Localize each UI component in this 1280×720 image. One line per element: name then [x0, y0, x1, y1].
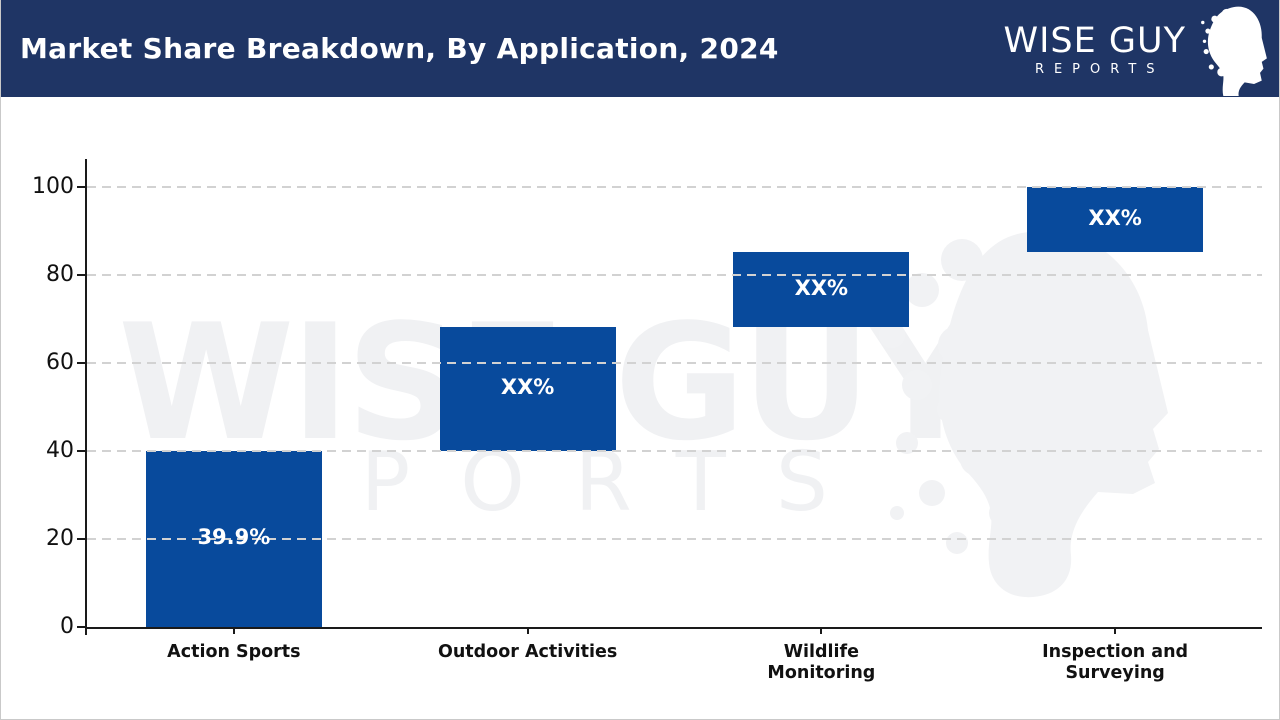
y-tick-40: [77, 450, 85, 452]
gridline-20: [87, 538, 1262, 540]
category-label-action-sports: Action Sports: [167, 642, 301, 662]
bar-value-label: 39.9%: [197, 525, 271, 550]
chart-canvas: WISE GUY REPORTS 0 20 40 60 80 100 39.9% XX% XX%…: [0, 97, 1280, 720]
x-tick-1: [526, 627, 529, 634]
y-axis-line: [85, 159, 87, 635]
bar-outdoor-activities: [439, 326, 616, 452]
y-tick-60: [77, 362, 85, 364]
page-title: Market Share Breakdown, By Application, …: [20, 32, 779, 65]
category-label-inspection-and-surveying: Inspection and Surveying: [1042, 642, 1189, 683]
header-bar: Market Share Breakdown, By Application, …: [0, 0, 1280, 97]
x-tick-2: [820, 627, 823, 634]
logo-head-icon: [1201, 6, 1267, 96]
x-axis-line: [85, 627, 1262, 629]
x-tick-3: [1114, 627, 1117, 634]
bar-inspection-and-surveying: [1027, 187, 1204, 253]
y-tick-20: [77, 538, 85, 540]
y-tick-label-0: 0: [60, 614, 74, 639]
watermark-head-dots-icon: [879, 231, 1168, 598]
category-label-wildlife-monitoring: Wildlife Monitoring: [767, 642, 876, 683]
bar-wildlife-monitoring: [733, 252, 910, 327]
x-tick-0: [232, 627, 235, 634]
bar-value-label: XX%: [1088, 205, 1142, 230]
y-tick-label-80: 80: [46, 262, 74, 287]
y-tick-label-60: 60: [46, 350, 74, 375]
y-tick-0: [77, 626, 85, 628]
y-tick-100: [77, 186, 85, 188]
gridline-60: [87, 362, 1262, 364]
y-tick-label-40: 40: [46, 438, 74, 463]
gridline-100: [87, 186, 1262, 188]
y-tick-label-20: 20: [46, 526, 74, 551]
gridline-40: [87, 450, 1262, 452]
bar-value-label: XX%: [794, 275, 849, 300]
wise-guy-reports-logo: WISE GUY REPORTS: [1003, 0, 1268, 97]
category-label-outdoor-activities: Outdoor Activities: [437, 642, 618, 662]
logo-subtitle: REPORTS: [1034, 62, 1165, 77]
y-tick-label-100: 100: [32, 174, 74, 199]
y-tick-80: [77, 274, 85, 276]
bar-value-label: XX%: [500, 375, 555, 400]
logo-wordmark: WISE GUY: [1003, 21, 1186, 61]
gridline-80: [87, 274, 1262, 276]
